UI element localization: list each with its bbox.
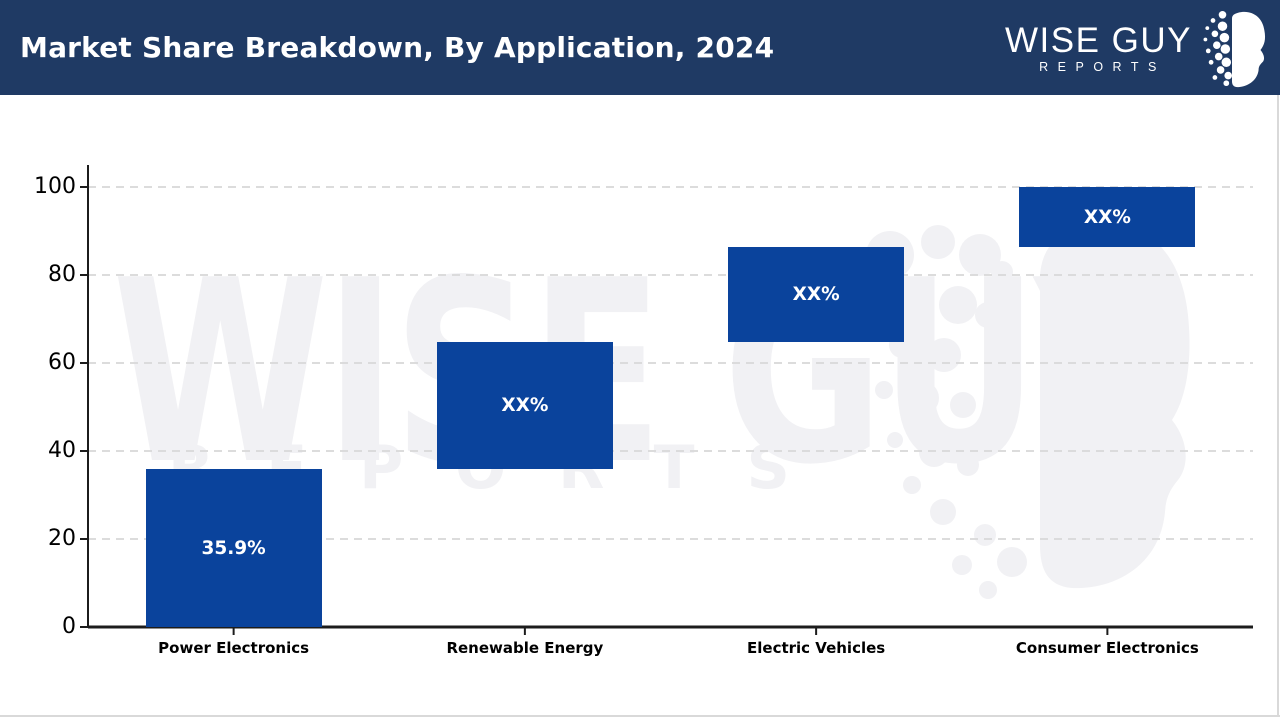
- bar-value-label: 35.9%: [201, 537, 266, 559]
- logo-wordmark: WISE GUY: [1004, 20, 1192, 60]
- right-border: [1277, 95, 1279, 717]
- page-title: Market Share Breakdown, By Application, …: [20, 31, 775, 64]
- y-tick-label: 40: [48, 438, 76, 463]
- y-tick-label: 0: [62, 614, 76, 639]
- category-label: Power Electronics: [158, 639, 310, 657]
- logo-head-icon: [1203, 10, 1266, 87]
- category-label: Consumer Electronics: [1015, 639, 1199, 657]
- y-tick-label: 100: [34, 174, 76, 199]
- y-tick-label: 60: [48, 350, 76, 375]
- brand-logo-text: WISE GUY REPORTS: [1004, 20, 1192, 75]
- logo-subtext: REPORTS: [1039, 60, 1166, 75]
- bar-value-label: XX%: [501, 394, 549, 416]
- bottom-border: [0, 715, 1280, 717]
- y-tick-label: 80: [48, 262, 76, 287]
- bar: XX%: [728, 247, 905, 342]
- bar: 35.9%: [145, 469, 322, 627]
- bar-value-label: XX%: [792, 284, 840, 306]
- bar: XX%: [436, 341, 613, 470]
- header: Market Share Breakdown, By Application, …: [0, 0, 1280, 95]
- y-tick-label: 20: [48, 526, 76, 551]
- category-label: Renewable Energy: [446, 639, 604, 657]
- category-label: Electric Vehicles: [747, 639, 886, 657]
- brand-logo: WISE GUY REPORTS: [1005, 7, 1270, 91]
- bar: XX%: [1019, 187, 1196, 248]
- bar-value-label: XX%: [1083, 206, 1131, 228]
- watermark-wordmark: WISE GUY: [112, 227, 1177, 520]
